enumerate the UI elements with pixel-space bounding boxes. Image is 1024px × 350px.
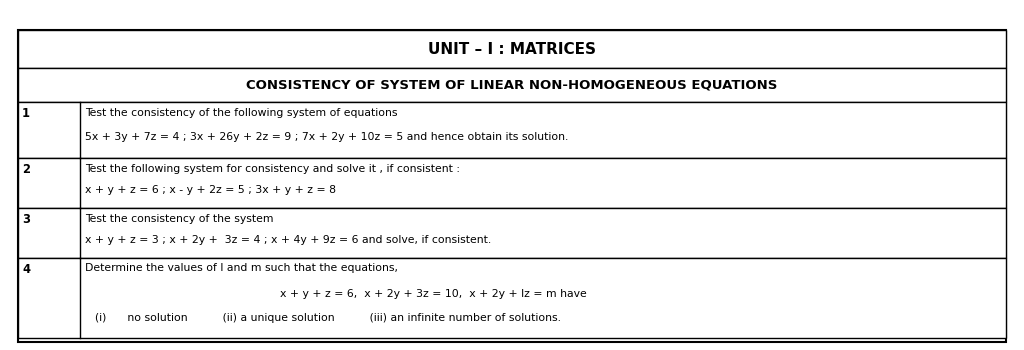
Bar bbox=[18, 68, 1006, 102]
Bar bbox=[18, 158, 1006, 208]
Text: 3: 3 bbox=[22, 213, 30, 226]
Bar bbox=[18, 30, 1006, 342]
Bar bbox=[18, 208, 1006, 258]
Text: Test the consistency of the following system of equations: Test the consistency of the following sy… bbox=[85, 108, 397, 118]
Text: x + y + z = 6,  x + 2y + 3z = 10,  x + 2y + lz = m have: x + y + z = 6, x + 2y + 3z = 10, x + 2y … bbox=[280, 289, 587, 299]
Text: UNIT – I : MATRICES: UNIT – I : MATRICES bbox=[428, 42, 596, 56]
Text: Determine the values of l and m such that the equations,: Determine the values of l and m such tha… bbox=[85, 263, 398, 273]
Bar bbox=[18, 258, 1006, 338]
Text: 2: 2 bbox=[22, 163, 30, 176]
Text: x + y + z = 3 ; x + 2y +  3z = 4 ; x + 4y + 9z = 6 and solve, if consistent.: x + y + z = 3 ; x + 2y + 3z = 4 ; x + 4y… bbox=[85, 235, 492, 245]
Bar bbox=[18, 102, 1006, 158]
Bar bbox=[18, 30, 1006, 68]
Text: CONSISTENCY OF SYSTEM OF LINEAR NON-HOMOGENEOUS EQUATIONS: CONSISTENCY OF SYSTEM OF LINEAR NON-HOMO… bbox=[247, 78, 777, 91]
Text: 4: 4 bbox=[22, 263, 30, 276]
Text: 1: 1 bbox=[22, 107, 30, 120]
Text: x + y + z = 6 ; x - y + 2z = 5 ; 3x + y + z = 8: x + y + z = 6 ; x - y + 2z = 5 ; 3x + y … bbox=[85, 185, 336, 195]
Text: 5x + 3y + 7z = 4 ; 3x + 26y + 2z = 9 ; 7x + 2y + 10z = 5 and hence obtain its so: 5x + 3y + 7z = 4 ; 3x + 26y + 2z = 9 ; 7… bbox=[85, 132, 568, 141]
Text: Test the consistency of the system: Test the consistency of the system bbox=[85, 214, 273, 224]
Text: (i)      no solution          (ii) a unique solution          (iii) an infinite : (i) no solution (ii) a unique solution (… bbox=[95, 313, 561, 323]
Text: Test the following system for consistency and solve it , if consistent :: Test the following system for consistenc… bbox=[85, 164, 460, 174]
